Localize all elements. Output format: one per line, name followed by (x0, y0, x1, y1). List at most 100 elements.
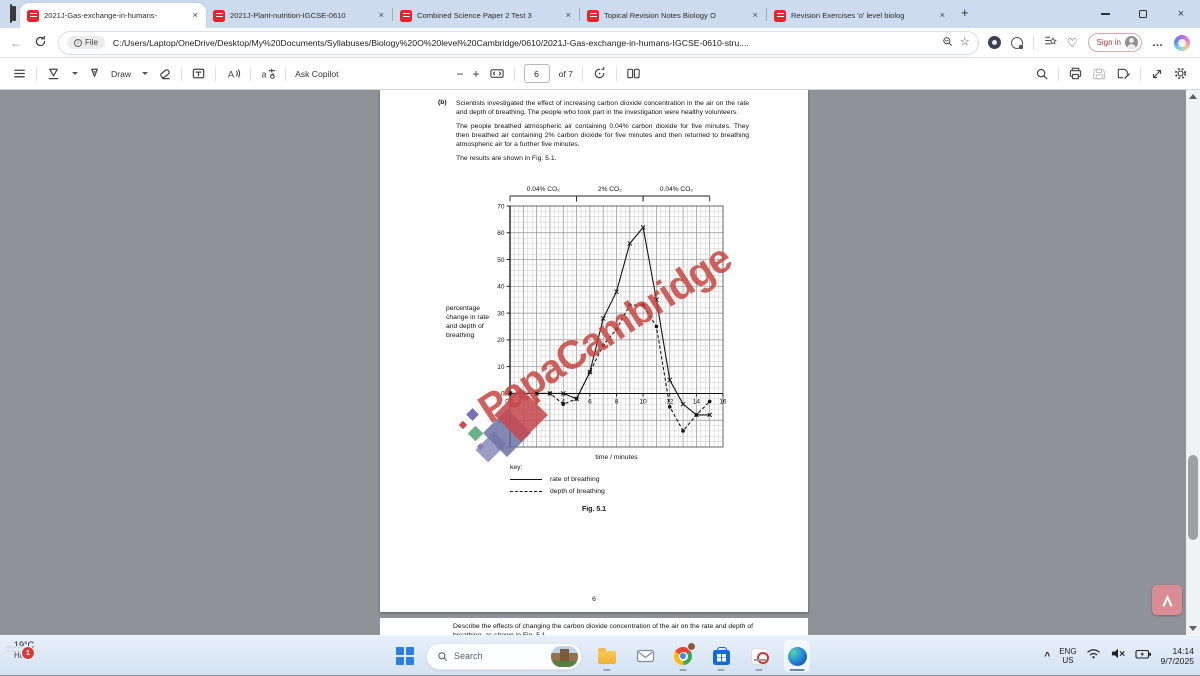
volume-muted-icon[interactable] (1110, 647, 1126, 665)
weather-widget[interactable]: 1 19°C Haze (8, 640, 34, 661)
url-text[interactable]: C:/Users/Laptop/OneDrive/Desktop/My%20Do… (112, 37, 749, 48)
svg-text:70: 70 (497, 203, 505, 210)
search-document-icon[interactable] (1035, 67, 1049, 81)
tab-topical-revision[interactable]: Topical Revision Notes Biology O × (580, 3, 766, 28)
tab-close-icon[interactable]: × (752, 10, 758, 21)
read-aloud-icon[interactable]: A (225, 66, 241, 81)
back-icon[interactable]: ← (10, 35, 22, 50)
rotate-icon[interactable] (592, 66, 607, 81)
settings-gear-icon[interactable] (1173, 66, 1188, 81)
tab-title: Topical Revision Notes Biology O (604, 11, 716, 20)
window-close-button[interactable]: × (1177, 8, 1185, 20)
scrollbar[interactable] (1186, 90, 1200, 635)
tab-revision-exercises[interactable]: Revision Exercises 'o' level biolog × (767, 3, 953, 28)
pdf-file-icon (774, 9, 786, 22)
fullscreen-icon[interactable] (1150, 67, 1164, 81)
start-button[interactable] (396, 647, 414, 665)
chevron-down-icon[interactable] (142, 72, 149, 75)
print-icon[interactable] (1068, 66, 1083, 81)
divider (36, 66, 37, 81)
search-placeholder: Search (454, 651, 483, 661)
pdf-toolbar: Draw A a Ask Copilot − + of 7 (0, 58, 1200, 90)
refresh-icon[interactable] (34, 35, 47, 51)
address-bar: ← i File C:/Users/Laptop/OneDrive/Deskto… (0, 28, 1200, 58)
svg-text:0.04% CO₂: 0.04% CO₂ (527, 186, 560, 193)
scroll-up-icon[interactable] (1189, 94, 1197, 99)
scrollbar-thumb[interactable] (1188, 455, 1198, 540)
pdf-file-icon (213, 9, 225, 22)
dashed-line-sample (510, 491, 542, 492)
hidden-icons-chevron[interactable]: ^ (1044, 650, 1051, 662)
question-text: Scientists investigated the effect of in… (456, 99, 749, 168)
zoom-out-icon[interactable] (942, 36, 953, 50)
tab-close-icon[interactable]: × (939, 10, 945, 21)
tab-gas-exchange[interactable]: 2021J-Gas-exchange-in-humans- × (20, 3, 206, 28)
copilot-icon[interactable] (1174, 34, 1190, 51)
key-label: key: (510, 464, 523, 471)
extension-icon-1[interactable] (987, 36, 1001, 49)
scroll-down-icon[interactable] (1189, 626, 1197, 631)
solid-line-sample (510, 479, 542, 480)
draw-label[interactable]: Draw (111, 68, 132, 79)
table-of-contents-icon[interactable] (12, 66, 27, 81)
wifi-icon[interactable] (1086, 647, 1101, 665)
mail-icon[interactable] (632, 640, 658, 672)
zoom-in-button[interactable]: + (472, 66, 480, 81)
browser-tab-strip: 2021J-Gas-exchange-in-humans- × 2021J-Pl… (0, 0, 1200, 28)
file-protocol-badge[interactable]: i File (67, 36, 105, 49)
microsoft-store-icon[interactable] (708, 640, 734, 672)
browser-menu-icon[interactable]: … (1152, 36, 1164, 49)
favorites-bar-icon[interactable] (1044, 34, 1057, 52)
tab-divider (392, 7, 393, 21)
language-indicator[interactable]: ENG US (1059, 646, 1077, 666)
battery-icon[interactable] (1134, 647, 1152, 665)
window-maximize-button[interactable] (1124, 0, 1162, 28)
save-icon[interactable] (1092, 66, 1107, 81)
eraser-icon[interactable] (157, 66, 172, 81)
new-tab-button[interactable]: + (961, 4, 969, 20)
svg-text:20: 20 (497, 337, 505, 344)
save-as-icon[interactable] (1116, 66, 1131, 81)
paragraph: The results are shown in Fig. 5.1. (456, 155, 557, 162)
svg-text:8: 8 (615, 398, 619, 405)
tab-close-icon[interactable]: × (378, 10, 384, 21)
tab-activity-icon[interactable] (10, 4, 12, 23)
translate-icon[interactable]: a (260, 66, 276, 81)
text-box-icon[interactable] (191, 66, 206, 81)
adobe-acrobat-button[interactable] (1152, 585, 1182, 615)
sign-in-button[interactable]: Sign in (1087, 33, 1142, 52)
search-box[interactable]: Search (426, 642, 582, 670)
svg-text:change in rate: change in rate (446, 314, 489, 321)
favorite-star-icon[interactable]: ☆ (959, 36, 970, 48)
draw-pen-icon[interactable] (87, 66, 102, 81)
chevron-down-icon[interactable] (72, 72, 78, 75)
fit-to-width-icon[interactable] (489, 66, 505, 81)
tab-close-icon[interactable]: × (192, 10, 198, 21)
window-minimize-button[interactable] (1086, 0, 1124, 28)
page-number-input[interactable] (523, 64, 550, 83)
zoom-out-button[interactable]: − (456, 66, 464, 81)
sign-in-label: Sign in (1096, 38, 1121, 47)
file-explorer-icon[interactable] (594, 640, 620, 672)
divider (285, 66, 287, 81)
browser-essentials-icon[interactable]: ♡ (1066, 35, 1078, 50)
app-icon[interactable] (746, 640, 772, 672)
ask-copilot-button[interactable]: Ask Copilot (295, 68, 339, 79)
file-badge-label: File (85, 38, 98, 47)
address-bar-actions: ♡ Sign in … (987, 33, 1190, 52)
key-depth-label: depth of breathing (550, 488, 605, 495)
highlighter-icon[interactable] (46, 66, 61, 81)
edge-icon-active[interactable] (784, 640, 810, 672)
clock[interactable]: 14:14 9/7/2025 (1160, 645, 1194, 667)
extension-icon-2[interactable] (1010, 36, 1023, 49)
tab-divider (579, 7, 580, 21)
tab-title: Combined Science Paper 2 Test 3 (417, 11, 532, 20)
divider (581, 66, 583, 81)
chrome-icon[interactable] (670, 640, 696, 672)
page-view-icon[interactable] (626, 66, 641, 81)
tab-close-icon[interactable]: × (565, 10, 571, 21)
search-highlight-image[interactable] (551, 645, 578, 667)
tab-plant-nutrition[interactable]: 2021J-Plant-nutrition-IGCSE-0610 × (206, 3, 392, 28)
tab-combined-science[interactable]: Combined Science Paper 2 Test 3 × (393, 3, 579, 28)
url-field[interactable]: i File C:/Users/Laptop/OneDrive/Desktop/… (59, 31, 978, 54)
